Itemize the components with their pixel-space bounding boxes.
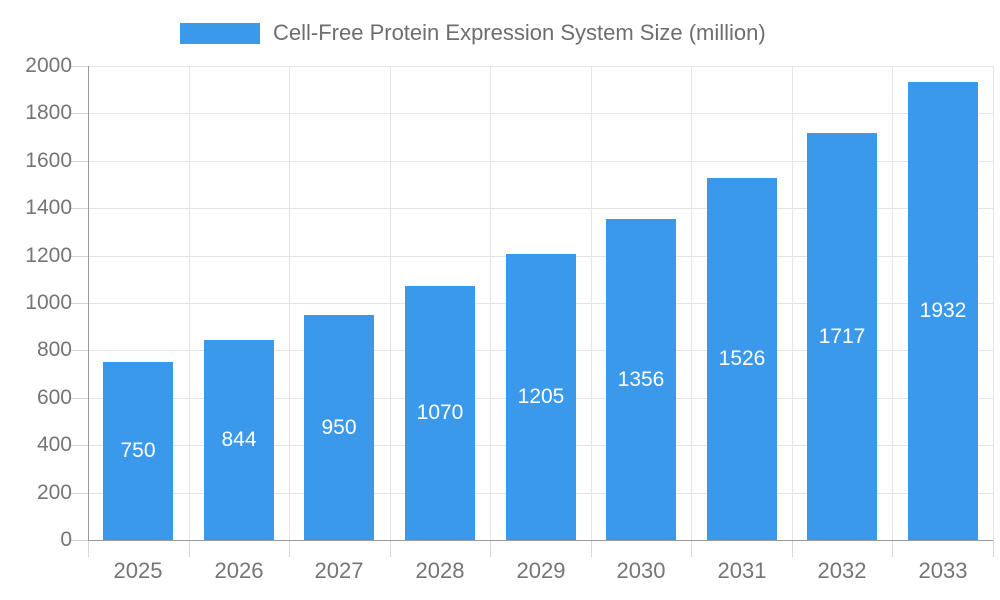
y-tick-label: 2000 [25, 54, 72, 77]
bar-2031 [707, 178, 777, 540]
bar-value-label: 1356 [617, 368, 665, 391]
bar-2026 [204, 340, 274, 540]
bar-2027 [304, 315, 374, 540]
x-tick [490, 540, 491, 557]
category-gridline [189, 66, 190, 540]
y-tick-label: 1600 [25, 149, 72, 172]
x-tick-label: 2025 [113, 558, 163, 583]
y-tick [70, 445, 88, 446]
x-tick-label: 2031 [717, 558, 767, 583]
y-tick-label: 400 [36, 433, 72, 456]
x-tick [993, 540, 994, 557]
y-tick-label: 600 [36, 386, 72, 409]
category-gridline [792, 66, 793, 540]
y-tick [70, 113, 88, 114]
category-gridline [289, 66, 290, 540]
category-gridline [591, 66, 592, 540]
bar-2028 [405, 286, 475, 540]
y-tick-label: 200 [36, 481, 72, 504]
bar-value-label: 1205 [517, 385, 565, 408]
y-tick-label: 1200 [25, 244, 72, 267]
bar-value-label: 1717 [818, 325, 866, 348]
legend-swatch-icon [180, 22, 260, 44]
bar-value-label: 844 [221, 428, 257, 451]
x-tick-label: 2029 [516, 558, 566, 583]
x-tick-label: 2033 [918, 558, 968, 583]
x-tick [289, 540, 290, 557]
category-gridline [892, 66, 893, 540]
bar-2030 [606, 219, 676, 540]
x-tick [792, 540, 793, 557]
y-tick-label: 1000 [25, 291, 72, 314]
x-tick [189, 540, 190, 557]
x-tick [390, 540, 391, 557]
y-gridline [88, 66, 993, 67]
bar-value-label: 950 [321, 416, 357, 439]
bar-2032 [807, 133, 877, 540]
x-tick [88, 540, 89, 557]
bar-value-label: 750 [120, 439, 156, 462]
category-gridline [490, 66, 491, 540]
x-tick-label: 2028 [415, 558, 465, 583]
y-tick-label: 1400 [25, 196, 72, 219]
y-tick [70, 256, 88, 257]
y-tick [70, 540, 88, 541]
legend-label: Cell-Free Protein Expression System Size… [273, 20, 766, 45]
x-tick-label: 2026 [214, 558, 264, 583]
y-tick-label: 0 [60, 528, 72, 551]
y-tick [70, 350, 88, 351]
x-axis-baseline [88, 540, 993, 541]
bar-2033 [908, 82, 978, 540]
bar-value-label: 1070 [416, 401, 464, 424]
x-tick [691, 540, 692, 557]
bar-value-label: 1932 [919, 299, 967, 322]
y-gridline [88, 208, 993, 209]
x-tick [591, 540, 592, 557]
y-tick [70, 208, 88, 209]
y-axis-line [88, 66, 89, 540]
y-tick-label: 1800 [25, 101, 72, 124]
x-tick-label: 2032 [817, 558, 867, 583]
y-gridline [88, 113, 993, 114]
x-tick-label: 2027 [314, 558, 364, 583]
bar-2025 [103, 362, 173, 540]
category-gridline [390, 66, 391, 540]
y-gridline [88, 161, 993, 162]
bar-2029 [506, 254, 576, 540]
y-tick [70, 493, 88, 494]
y-tick [70, 303, 88, 304]
category-gridline [993, 66, 994, 540]
x-tick-label: 2030 [616, 558, 666, 583]
y-tick [70, 66, 88, 67]
bar-value-label: 1526 [718, 347, 766, 370]
y-tick-label: 800 [36, 338, 72, 361]
x-tick [892, 540, 893, 557]
category-gridline [691, 66, 692, 540]
legend: Cell-Free Protein Expression System Size… [180, 20, 766, 46]
y-tick [70, 398, 88, 399]
y-tick [70, 161, 88, 162]
